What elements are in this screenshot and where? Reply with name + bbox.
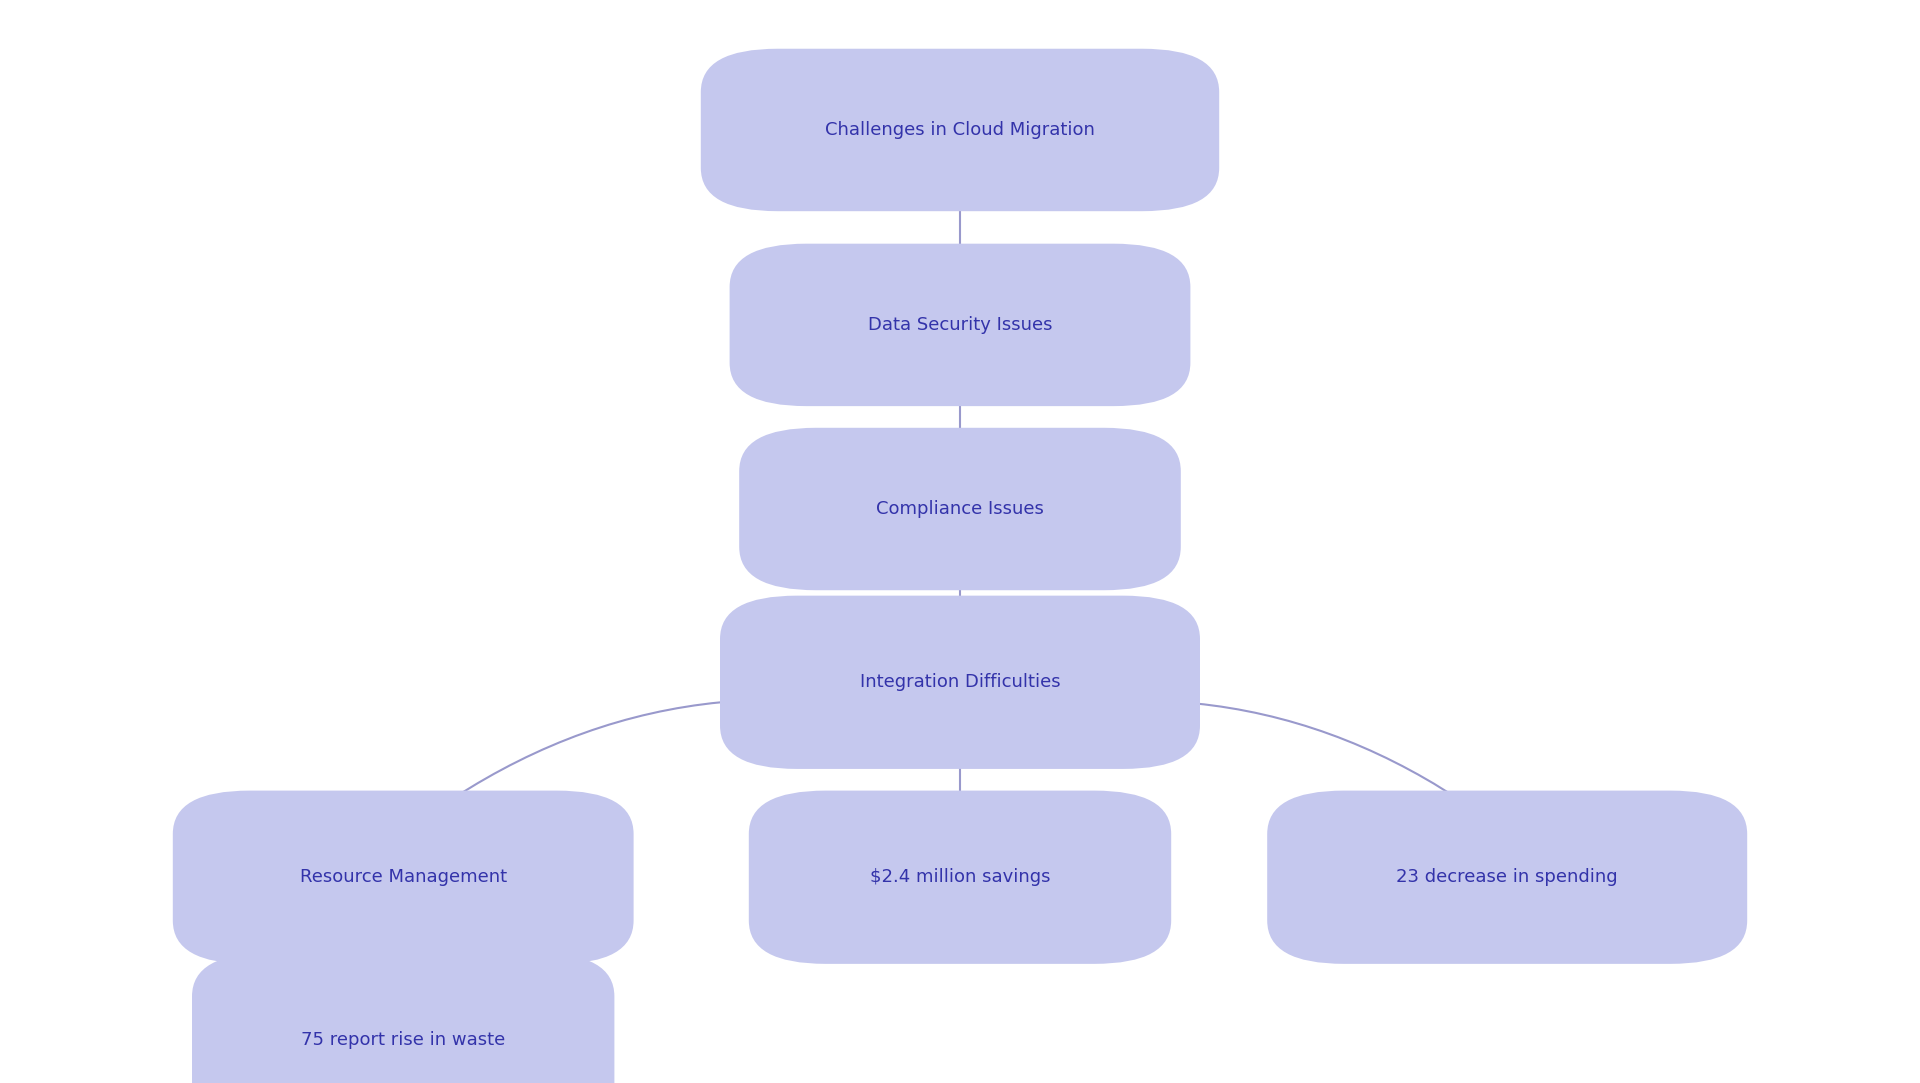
FancyBboxPatch shape bbox=[730, 244, 1190, 406]
FancyBboxPatch shape bbox=[173, 791, 634, 964]
Text: Resource Management: Resource Management bbox=[300, 869, 507, 886]
FancyBboxPatch shape bbox=[720, 596, 1200, 769]
FancyBboxPatch shape bbox=[192, 953, 614, 1083]
Text: 75 report rise in waste: 75 report rise in waste bbox=[301, 1031, 505, 1048]
Text: $2.4 million savings: $2.4 million savings bbox=[870, 869, 1050, 886]
Text: Data Security Issues: Data Security Issues bbox=[868, 316, 1052, 334]
FancyBboxPatch shape bbox=[1267, 791, 1747, 964]
Text: Integration Difficulties: Integration Difficulties bbox=[860, 674, 1060, 691]
Text: Compliance Issues: Compliance Issues bbox=[876, 500, 1044, 518]
FancyBboxPatch shape bbox=[749, 791, 1171, 964]
Text: 23 decrease in spending: 23 decrease in spending bbox=[1396, 869, 1619, 886]
FancyBboxPatch shape bbox=[739, 428, 1181, 590]
Text: Challenges in Cloud Migration: Challenges in Cloud Migration bbox=[826, 121, 1094, 139]
FancyBboxPatch shape bbox=[701, 49, 1219, 211]
